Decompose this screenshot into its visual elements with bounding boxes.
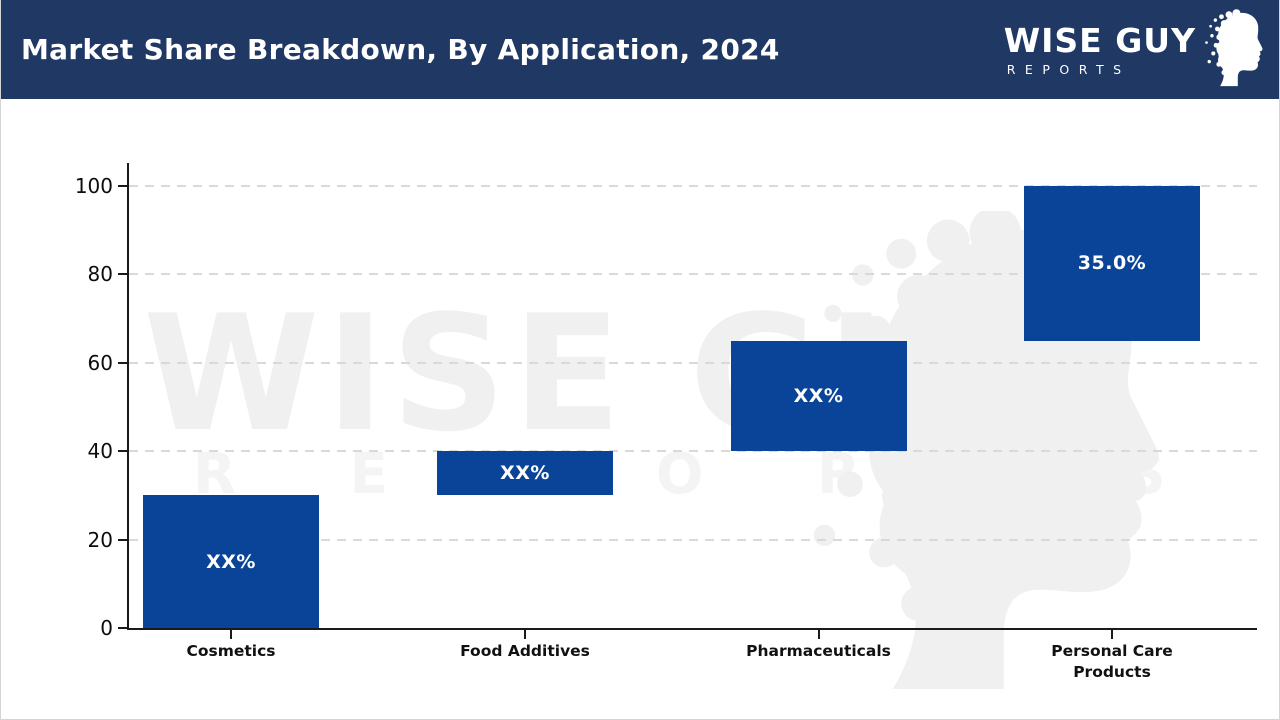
gridline: [129, 538, 1257, 541]
y-tick-label: 80: [87, 262, 113, 287]
bar-cosmetics: XX%: [143, 495, 319, 628]
gridline: [129, 273, 1257, 276]
x-axis-label: Pharmaceuticals: [746, 642, 891, 660]
wiseguy-face-icon: [1197, 8, 1265, 88]
chart-area: WISE GUY R E P O R T S: [1, 99, 1279, 719]
y-tick-label: 60: [87, 350, 113, 375]
y-tick: [118, 361, 127, 364]
bar-personal-care-products: 35.0%: [1024, 186, 1200, 341]
bar-value-label: XX%: [500, 462, 550, 485]
y-tick-label: 40: [87, 439, 113, 464]
bar-value-label: 35.0%: [1077, 252, 1147, 275]
y-tick-label: 100: [74, 174, 113, 198]
x-tick: [1111, 630, 1113, 639]
logo-subtext: REPORTS: [1006, 62, 1131, 77]
bar-pharmaceuticals: XX%: [730, 340, 907, 452]
y-tick: [118, 450, 127, 453]
gridline: [129, 185, 1257, 187]
y-tick-label: 0: [100, 616, 113, 640]
logo-wordmark: WISE GUY: [1003, 21, 1196, 60]
logo-text: WISE GUY REPORTS: [1004, 24, 1196, 77]
x-axis-label: Personal Care Products: [1051, 642, 1173, 681]
gridline: [129, 361, 1257, 364]
page-title: Market Share Breakdown, By Application, …: [21, 33, 780, 66]
y-axis-spine: [127, 163, 129, 630]
x-axis-label: Food Additives: [460, 642, 590, 660]
bar-food-additives: XX%: [437, 451, 613, 496]
wiseguy-logo: WISE GUY REPORTS: [1004, 8, 1265, 88]
y-tick: [118, 273, 127, 276]
x-axis-label: Cosmetics: [186, 642, 276, 660]
gridline: [129, 450, 1257, 453]
y-tick-label: 20: [87, 527, 113, 552]
y-tick: [118, 538, 127, 541]
bar-value-label: XX%: [793, 384, 844, 407]
y-tick: [118, 627, 127, 629]
x-tick: [817, 630, 820, 639]
bar-value-label: XX%: [206, 550, 256, 573]
header: Market Share Breakdown, By Application, …: [1, 0, 1279, 99]
x-tick: [524, 630, 526, 639]
x-tick: [230, 630, 232, 639]
y-tick: [118, 185, 127, 187]
x-axis-spine: [127, 628, 1257, 630]
